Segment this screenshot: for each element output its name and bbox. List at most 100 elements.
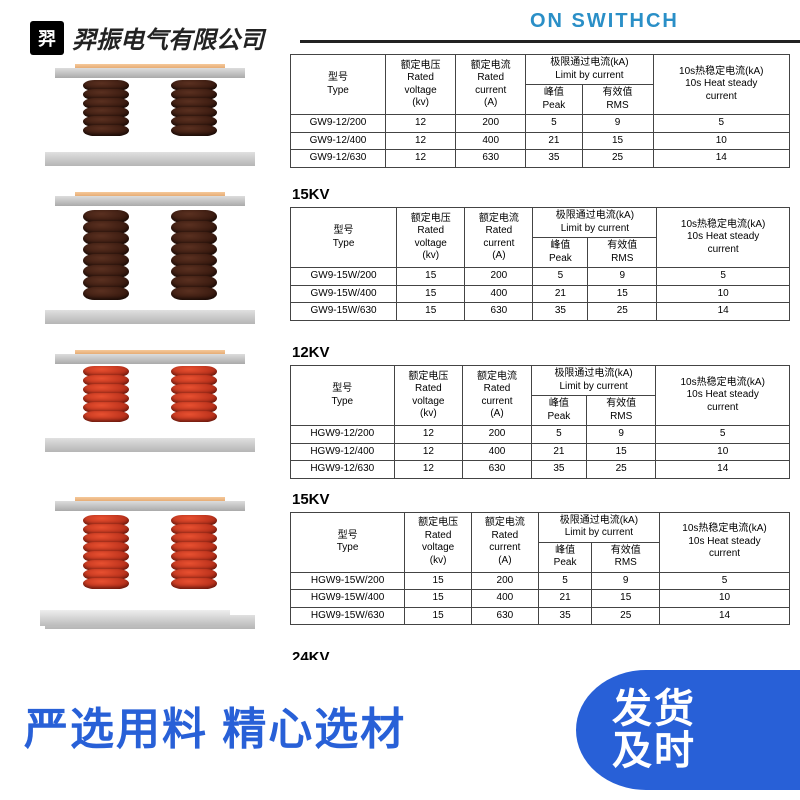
cell: 15 <box>586 443 655 461</box>
spec-table: 型号Type 额定电压Ratedvoltage(kv) 额定电流Ratedcur… <box>290 54 790 168</box>
cell: 5 <box>531 426 586 444</box>
watermark: 羿 羿振电气有限公司 <box>30 20 264 55</box>
product-image <box>45 54 255 174</box>
section-title: 15KV <box>292 491 790 508</box>
cell: 21 <box>533 285 588 303</box>
cell: GW9-12/200 <box>291 115 386 133</box>
cell: 200 <box>471 572 538 590</box>
cell: 15 <box>397 285 465 303</box>
spec-section: 12KV 型号Type 额定电压Ratedvoltage(kv) 额定电流Rat… <box>0 336 800 483</box>
cell: 15 <box>405 590 472 608</box>
cell: 10 <box>656 443 790 461</box>
cell: 14 <box>656 461 790 479</box>
cell: 12 <box>386 150 456 168</box>
cell: 630 <box>456 150 526 168</box>
cell: 10 <box>660 590 790 608</box>
cell: 21 <box>531 443 586 461</box>
header-rule <box>300 40 800 43</box>
cell: 5 <box>660 572 790 590</box>
cell: 15 <box>405 572 472 590</box>
cell: 630 <box>465 303 533 321</box>
cell: GW9-12/630 <box>291 150 386 168</box>
cell: 5 <box>657 268 790 286</box>
table-row: GW9-15W/40015400211510 <box>291 285 790 303</box>
cell: 35 <box>531 461 586 479</box>
cell: HGW9-15W/400 <box>291 590 405 608</box>
table-row: GW9-12/40012400211510 <box>291 132 790 150</box>
section-title: 15KV <box>292 186 790 203</box>
cell: 9 <box>588 268 657 286</box>
table-row: HGW9-15W/63015630352514 <box>291 607 790 625</box>
cell: 400 <box>471 590 538 608</box>
cell: 630 <box>471 607 538 625</box>
logo-icon: 羿 <box>30 21 64 55</box>
cell: 12 <box>394 426 463 444</box>
cell: 400 <box>463 443 532 461</box>
cell: 12 <box>394 443 463 461</box>
cell: 9 <box>592 572 660 590</box>
table-row: HGW9-15W/40015400211510 <box>291 590 790 608</box>
cell: 21 <box>538 590 592 608</box>
cell: 200 <box>456 115 526 133</box>
table-row: HGW9-12/20012200595 <box>291 426 790 444</box>
cell: 9 <box>586 426 655 444</box>
cell: GW9-12/400 <box>291 132 386 150</box>
company-name: 羿振电气有限公司 <box>72 20 264 55</box>
cell: 5 <box>533 268 588 286</box>
spec-table: 型号Type 额定电压Ratedvoltage(kv) 额定电流Ratedcur… <box>290 207 790 321</box>
cell: 5 <box>526 115 582 133</box>
cell: 15 <box>397 303 465 321</box>
cell: 200 <box>465 268 533 286</box>
cell: 12 <box>386 132 456 150</box>
cell: 12 <box>386 115 456 133</box>
cell: HGW9-12/400 <box>291 443 395 461</box>
cell: 25 <box>586 461 655 479</box>
cell: HGW9-15W/630 <box>291 607 405 625</box>
cell: 35 <box>538 607 592 625</box>
spec-section: 型号Type 额定电压Ratedvoltage(kv) 额定电流Ratedcur… <box>0 50 800 178</box>
cell: HGW9-15W/200 <box>291 572 405 590</box>
cell: 14 <box>653 150 789 168</box>
cell: 200 <box>463 426 532 444</box>
cell: 5 <box>653 115 789 133</box>
product-image <box>45 340 255 460</box>
table-row: GW9-12/20012200595 <box>291 115 790 133</box>
bottom-banner: 严选用料 精心选材 发货及时 <box>0 660 800 800</box>
table-row: GW9-12/63012630352514 <box>291 150 790 168</box>
header-partial-text: ON SWITHCH <box>530 0 800 42</box>
cell: 35 <box>533 303 588 321</box>
table-row: GW9-15W/63015630352514 <box>291 303 790 321</box>
cell: 25 <box>588 303 657 321</box>
table-row: HGW9-15W/20015200595 <box>291 572 790 590</box>
banner-left-text: 严选用料 精心选材 <box>24 707 406 753</box>
cell: 400 <box>465 285 533 303</box>
spec-section: 15KV 型号Type 额定电压Ratedvoltage(kv) 额定电流Rat… <box>0 178 800 336</box>
table-row: HGW9-12/40012400211510 <box>291 443 790 461</box>
cell: 14 <box>660 607 790 625</box>
product-image <box>45 182 255 332</box>
cell: HGW9-12/630 <box>291 461 395 479</box>
cell: GW9-15W/630 <box>291 303 397 321</box>
cell: 15 <box>405 607 472 625</box>
section-title: 12KV <box>292 344 790 361</box>
cell: 25 <box>592 607 660 625</box>
cell: 400 <box>456 132 526 150</box>
cell: 10 <box>653 132 789 150</box>
cell: 10 <box>657 285 790 303</box>
cell: GW9-15W/400 <box>291 285 397 303</box>
cell: GW9-15W/200 <box>291 268 397 286</box>
cell: 12 <box>394 461 463 479</box>
partial-product-image <box>30 610 240 660</box>
table-row: HGW9-12/63012630352514 <box>291 461 790 479</box>
cell: 15 <box>588 285 657 303</box>
spec-table: 型号Type 额定电压Ratedvoltage(kv) 额定电流Ratedcur… <box>290 512 790 626</box>
cell: 35 <box>526 150 582 168</box>
banner-right-pill: 发货及时 <box>576 670 776 790</box>
cell: 25 <box>582 150 653 168</box>
table-row: GW9-15W/20015200595 <box>291 268 790 286</box>
cell: 5 <box>656 426 790 444</box>
cell: 630 <box>463 461 532 479</box>
cell: 14 <box>657 303 790 321</box>
cell: 5 <box>538 572 592 590</box>
cell: 9 <box>582 115 653 133</box>
